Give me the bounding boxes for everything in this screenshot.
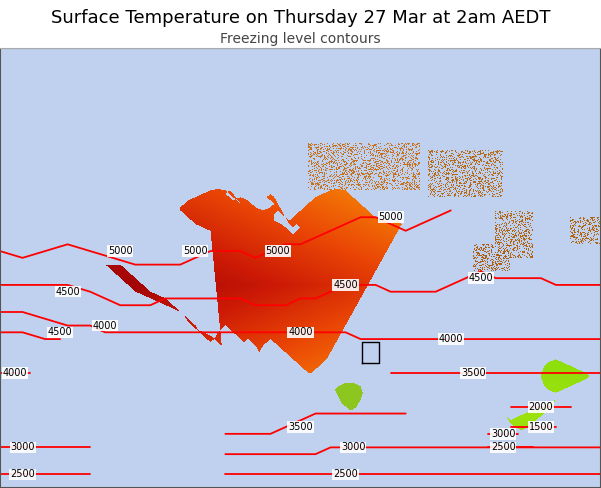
Text: 4500: 4500: [55, 286, 80, 297]
Text: Surface Temperature on Thursday 27 Mar at 2am AEDT: Surface Temperature on Thursday 27 Mar a…: [50, 9, 551, 27]
Text: 4500: 4500: [469, 273, 493, 283]
Text: 4000: 4000: [3, 368, 27, 378]
Text: 4500: 4500: [48, 327, 72, 337]
Text: 4500: 4500: [334, 280, 358, 290]
Text: 1500: 1500: [529, 422, 553, 432]
Text: 5000: 5000: [266, 246, 290, 256]
Text: 5000: 5000: [379, 212, 403, 222]
Text: 3500: 3500: [461, 368, 486, 378]
Text: 4000: 4000: [93, 321, 117, 330]
Text: Freezing level contours: Freezing level contours: [220, 32, 381, 46]
Text: 2500: 2500: [491, 443, 516, 452]
Text: 3000: 3000: [491, 429, 516, 439]
Text: 4000: 4000: [439, 334, 463, 344]
Text: 5000: 5000: [108, 246, 132, 256]
Text: 2500: 2500: [10, 469, 35, 480]
Text: 5000: 5000: [183, 246, 207, 256]
Text: 3500: 3500: [288, 422, 313, 432]
Text: 2500: 2500: [333, 469, 358, 480]
Text: 2000: 2000: [529, 402, 553, 412]
Text: 3000: 3000: [10, 443, 35, 452]
Text: 3000: 3000: [341, 443, 365, 452]
Text: 4000: 4000: [288, 327, 313, 337]
